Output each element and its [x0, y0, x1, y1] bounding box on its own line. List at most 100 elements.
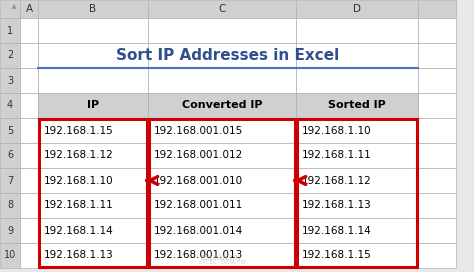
Bar — [20, 43, 38, 68]
Text: 5: 5 — [7, 125, 13, 135]
Bar — [0, 243, 20, 268]
Bar — [20, 18, 38, 43]
Bar — [296, 193, 418, 218]
Text: 192.168.1.13: 192.168.1.13 — [44, 251, 114, 261]
Bar — [0, 218, 20, 243]
Bar — [296, 0, 418, 18]
Bar — [296, 243, 418, 268]
Text: 7: 7 — [7, 175, 13, 186]
Bar — [148, 168, 296, 193]
Text: 192.168.1.14: 192.168.1.14 — [302, 225, 372, 236]
Text: C: C — [219, 4, 226, 14]
Bar — [20, 168, 38, 193]
Text: ▲: ▲ — [12, 4, 16, 9]
Text: 192.168.001.011: 192.168.001.011 — [154, 200, 243, 211]
Text: 192.168.001.012: 192.168.001.012 — [154, 150, 243, 160]
Bar — [148, 218, 296, 243]
Text: 6: 6 — [7, 150, 13, 160]
Text: EXCEL · DATA · BI: EXCEL · DATA · BI — [199, 261, 246, 265]
Bar — [0, 118, 20, 143]
Bar — [20, 143, 38, 168]
Text: Sorted IP: Sorted IP — [328, 100, 386, 110]
Bar — [38, 168, 148, 193]
Bar — [148, 93, 296, 118]
Text: D: D — [353, 4, 361, 14]
Text: 2: 2 — [7, 51, 13, 60]
Bar — [0, 0, 20, 18]
Bar — [418, 93, 456, 118]
Bar — [418, 168, 456, 193]
Text: 9: 9 — [7, 225, 13, 236]
Bar — [418, 0, 456, 18]
Bar — [20, 243, 38, 268]
Bar — [297, 119, 417, 267]
Bar — [148, 143, 296, 168]
Text: 192.168.1.15: 192.168.1.15 — [302, 251, 372, 261]
Bar — [38, 143, 148, 168]
Bar — [418, 243, 456, 268]
Bar — [38, 118, 148, 143]
Text: Sort IP Addresses in Excel: Sort IP Addresses in Excel — [117, 48, 340, 63]
Text: 3: 3 — [7, 76, 13, 85]
Text: 192.168.1.10: 192.168.1.10 — [302, 125, 372, 135]
Bar — [20, 218, 38, 243]
Bar — [0, 143, 20, 168]
Bar — [0, 43, 20, 68]
Bar — [148, 93, 296, 118]
Bar — [296, 18, 418, 43]
Text: 192.168.1.12: 192.168.1.12 — [44, 150, 114, 160]
Bar — [20, 193, 38, 218]
Bar — [418, 193, 456, 218]
Text: 192.168.1.13: 192.168.1.13 — [302, 200, 372, 211]
Bar — [38, 68, 148, 93]
Text: 192.168.1.11: 192.168.1.11 — [302, 150, 372, 160]
Bar — [296, 93, 418, 118]
Text: A: A — [26, 4, 33, 14]
Bar — [418, 218, 456, 243]
Text: IP: IP — [87, 100, 99, 110]
Bar — [418, 118, 456, 143]
Text: 192.168.001.010: 192.168.001.010 — [154, 175, 243, 186]
Bar — [148, 43, 296, 68]
Bar — [0, 193, 20, 218]
Bar — [20, 0, 38, 18]
Bar — [418, 18, 456, 43]
Text: 8: 8 — [7, 200, 13, 211]
Text: 192.168.001.013: 192.168.001.013 — [154, 251, 243, 261]
Bar — [296, 168, 418, 193]
Bar — [418, 43, 456, 68]
Text: 192.168.1.12: 192.168.1.12 — [302, 175, 372, 186]
Text: Converted IP: Converted IP — [182, 100, 262, 110]
Text: 10: 10 — [4, 251, 16, 261]
Bar — [0, 93, 20, 118]
Bar — [296, 68, 418, 93]
Bar — [148, 0, 296, 18]
Text: 192.168.1.10: 192.168.1.10 — [44, 175, 114, 186]
Bar — [39, 119, 147, 267]
Bar — [38, 218, 148, 243]
Text: 192.168.001.015: 192.168.001.015 — [154, 125, 243, 135]
Bar — [38, 93, 148, 118]
Bar — [296, 143, 418, 168]
Bar — [0, 18, 20, 43]
Bar — [148, 193, 296, 218]
Text: 192.168.1.11: 192.168.1.11 — [44, 200, 114, 211]
Bar — [148, 18, 296, 43]
Bar — [418, 143, 456, 168]
Bar — [296, 93, 418, 118]
Text: 192.168.001.014: 192.168.001.014 — [154, 225, 243, 236]
Bar — [20, 93, 38, 118]
Text: B: B — [90, 4, 97, 14]
Bar — [296, 43, 418, 68]
Bar — [38, 93, 148, 118]
Bar — [38, 243, 148, 268]
Bar — [148, 243, 296, 268]
Bar — [149, 119, 295, 267]
Bar — [0, 168, 20, 193]
Bar — [38, 0, 148, 18]
Bar — [148, 68, 296, 93]
Bar — [148, 118, 296, 143]
Text: 1: 1 — [7, 26, 13, 36]
Bar — [0, 68, 20, 93]
Bar — [38, 18, 148, 43]
